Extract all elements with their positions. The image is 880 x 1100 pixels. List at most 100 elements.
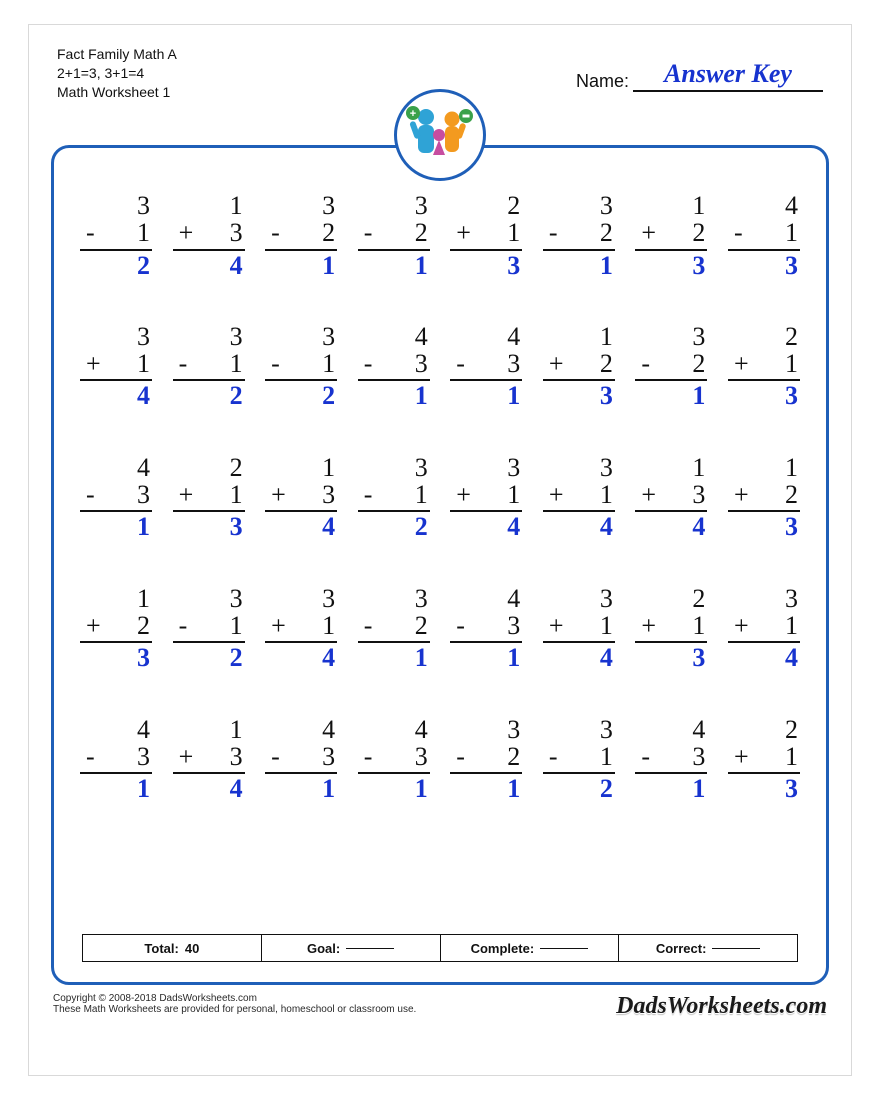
correct-label: Correct: <box>656 941 707 956</box>
goal-blank <box>346 948 394 949</box>
answer: 3 <box>728 251 800 279</box>
operator: + <box>271 481 286 508</box>
operand: 3 <box>507 350 520 377</box>
answer: 3 <box>543 381 615 409</box>
operand-top: 1 <box>635 192 707 219</box>
operand: 3 <box>415 743 428 770</box>
operand-bottom: +1 <box>543 481 615 509</box>
math-problem: 3-21 <box>358 192 430 279</box>
answer: 3 <box>635 251 707 279</box>
math-problem: 3-12 <box>543 716 615 803</box>
answer: 3 <box>728 512 800 540</box>
operand: 1 <box>230 612 243 639</box>
operand-top: 3 <box>728 585 800 612</box>
answer: 1 <box>358 251 430 279</box>
answer: 4 <box>80 381 152 409</box>
operand-bottom: +1 <box>265 612 337 640</box>
operand-bottom: +2 <box>635 219 707 247</box>
operator: + <box>179 743 194 770</box>
operator: - <box>734 219 743 246</box>
answer: 3 <box>728 381 800 409</box>
answer: 1 <box>358 381 430 409</box>
operand: 3 <box>230 219 243 246</box>
brand-logo: DadsWorksheets.com <box>616 993 827 1020</box>
math-problem: 3+14 <box>543 585 615 672</box>
answer: 4 <box>173 251 245 279</box>
math-problem: 2+13 <box>635 585 707 672</box>
math-problem: 1+23 <box>728 454 800 541</box>
copyright: Copyright © 2008-2018 DadsWorksheets.com <box>53 993 416 1004</box>
problem-row: 3-121+343-213-212+133-211+234-13 <box>80 192 800 279</box>
math-problem: 3-12 <box>173 323 245 410</box>
operand: 3 <box>322 743 335 770</box>
operand-top: 1 <box>543 323 615 350</box>
answer: 1 <box>80 512 152 540</box>
operand-top: 3 <box>173 585 245 612</box>
svg-text:+: + <box>410 108 416 120</box>
operator: + <box>734 743 749 770</box>
operand-bottom: -1 <box>265 350 337 378</box>
operand: 3 <box>692 743 705 770</box>
operator: + <box>456 481 471 508</box>
operand-top: 1 <box>265 454 337 481</box>
answer: 1 <box>450 643 522 671</box>
total-label: Total: <box>144 941 178 956</box>
answer: 4 <box>173 774 245 802</box>
operand-top: 3 <box>635 323 707 350</box>
operand: 1 <box>785 350 798 377</box>
operand-top: 2 <box>728 323 800 350</box>
operand: 3 <box>415 350 428 377</box>
answer: 1 <box>635 774 707 802</box>
operand-top: 3 <box>358 454 430 481</box>
operand-top: 3 <box>358 585 430 612</box>
answer: 2 <box>173 643 245 671</box>
operand-bottom: +1 <box>173 481 245 509</box>
operand-bottom: +1 <box>543 612 615 640</box>
operator: - <box>456 743 465 770</box>
operand: 1 <box>785 612 798 639</box>
score-correct: Correct: <box>619 935 797 961</box>
usage-note: These Math Worksheets are provided for p… <box>53 1004 416 1015</box>
operand-top: 4 <box>450 323 522 350</box>
math-problem: 3+14 <box>80 323 152 410</box>
answer: 1 <box>358 774 430 802</box>
operand-bottom: -1 <box>543 743 615 771</box>
problem-grid: 3-121+343-213-212+133-211+234-133+143-12… <box>80 192 800 802</box>
answer: 1 <box>450 774 522 802</box>
operator: + <box>734 612 749 639</box>
operand-bottom: +2 <box>728 481 800 509</box>
problem-row: 4-312+131+343-123+143+141+341+23 <box>80 454 800 541</box>
operand-bottom: +3 <box>265 481 337 509</box>
correct-blank <box>712 948 760 949</box>
family-icon: + <box>404 99 476 171</box>
operator: + <box>734 481 749 508</box>
operand-bottom: -2 <box>543 219 615 247</box>
operand-bottom: +2 <box>543 350 615 378</box>
answer: 4 <box>635 512 707 540</box>
math-problem: 2+13 <box>173 454 245 541</box>
operand-top: 4 <box>358 716 430 743</box>
operand-bottom: -1 <box>728 219 800 247</box>
operand-top: 4 <box>80 454 152 481</box>
operator: - <box>86 481 95 508</box>
operand-top: 3 <box>80 323 152 350</box>
operator: - <box>86 743 95 770</box>
math-problem: 1+34 <box>635 454 707 541</box>
operator: + <box>549 612 564 639</box>
math-problem: 4-31 <box>265 716 337 803</box>
operand-bottom: +1 <box>728 743 800 771</box>
answer: 1 <box>358 643 430 671</box>
operand: 2 <box>322 219 335 246</box>
math-problem: 4-31 <box>358 716 430 803</box>
answer: 3 <box>173 512 245 540</box>
answer: 4 <box>450 512 522 540</box>
problem-row: 1+233-123+143-214-313+142+133+14 <box>80 585 800 672</box>
operator: - <box>271 350 280 377</box>
operator: + <box>641 481 656 508</box>
math-problem: 3-21 <box>635 323 707 410</box>
operand: 1 <box>507 481 520 508</box>
math-problem: 1+34 <box>173 192 245 279</box>
operand-top: 3 <box>543 716 615 743</box>
operand: 2 <box>692 219 705 246</box>
operand-bottom: -1 <box>173 612 245 640</box>
